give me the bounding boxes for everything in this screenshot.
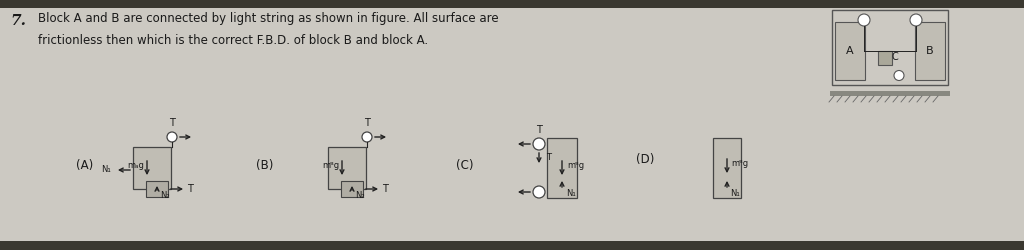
Bar bbox=[146, 181, 168, 197]
Bar bbox=[830, 91, 950, 96]
Bar bbox=[0, 241, 1024, 250]
Text: T: T bbox=[536, 125, 542, 135]
Text: N₁: N₁ bbox=[730, 188, 740, 198]
Text: N₂: N₂ bbox=[160, 190, 170, 200]
Circle shape bbox=[894, 70, 904, 81]
Bar bbox=[915, 22, 945, 80]
Text: T: T bbox=[169, 118, 175, 128]
Text: mᴮg: mᴮg bbox=[323, 162, 340, 170]
Circle shape bbox=[167, 132, 177, 142]
Circle shape bbox=[534, 138, 545, 150]
Text: mₐg: mₐg bbox=[128, 162, 144, 170]
Text: mᴮg: mᴮg bbox=[567, 160, 585, 170]
Bar bbox=[328, 147, 366, 189]
Text: T: T bbox=[382, 184, 388, 194]
Text: T: T bbox=[365, 118, 370, 128]
Text: Block A and B are connected by light string as shown in figure. All surface are: Block A and B are connected by light str… bbox=[38, 12, 499, 25]
Text: mᴮg: mᴮg bbox=[731, 158, 749, 168]
Bar bbox=[0, 0, 1024, 8]
Text: (A): (A) bbox=[77, 158, 93, 172]
Text: A: A bbox=[846, 46, 854, 56]
Text: N₁: N₁ bbox=[566, 188, 575, 198]
Bar bbox=[878, 50, 892, 64]
Text: T: T bbox=[187, 184, 193, 194]
Text: (B): (B) bbox=[256, 158, 273, 172]
Circle shape bbox=[910, 14, 922, 26]
Text: N₂: N₂ bbox=[355, 190, 365, 200]
Bar bbox=[547, 138, 577, 198]
Bar bbox=[835, 22, 865, 80]
Bar bbox=[831, 10, 948, 85]
Bar bbox=[713, 138, 741, 198]
Circle shape bbox=[362, 132, 372, 142]
Bar bbox=[0, 242, 1024, 250]
Bar bbox=[133, 147, 171, 189]
Text: N₁: N₁ bbox=[101, 166, 111, 174]
Text: frictionless then which is the correct F.B.D. of block B and block A.: frictionless then which is the correct F… bbox=[38, 34, 428, 47]
Circle shape bbox=[534, 186, 545, 198]
Text: B: B bbox=[926, 46, 934, 56]
Bar bbox=[0, 0, 1024, 8]
Text: (D): (D) bbox=[636, 154, 654, 166]
Text: C: C bbox=[892, 52, 898, 62]
Text: (C): (C) bbox=[457, 158, 474, 172]
Text: 7.: 7. bbox=[10, 14, 26, 28]
Circle shape bbox=[858, 14, 870, 26]
Bar bbox=[341, 181, 362, 197]
Text: T: T bbox=[547, 154, 552, 162]
